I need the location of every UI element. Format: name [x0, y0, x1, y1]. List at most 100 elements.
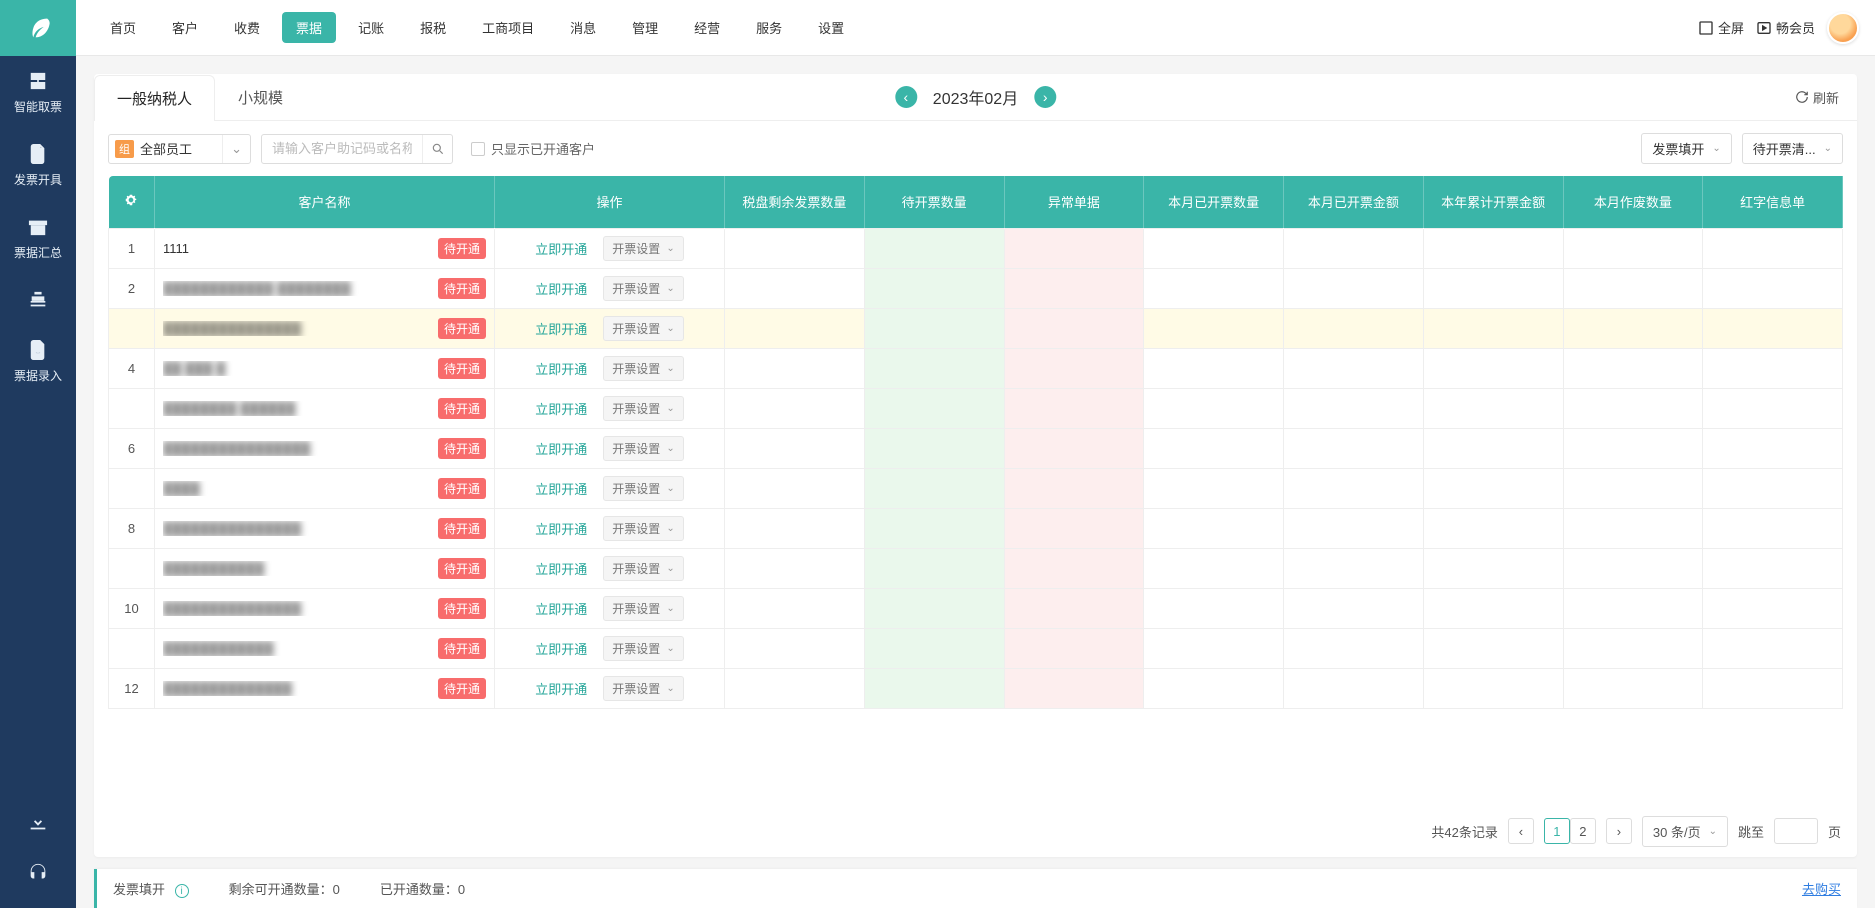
row-index: 6 [109, 428, 155, 468]
cell [1423, 548, 1563, 588]
nav-item[interactable]: 票据 [282, 12, 336, 43]
open-now-link[interactable]: 立即开通 [535, 399, 587, 418]
employee-select[interactable]: 组 全部员工 ⌄ [108, 134, 251, 164]
gear-icon[interactable] [124, 193, 138, 207]
refresh-button[interactable]: 刷新 [1777, 76, 1857, 119]
tab[interactable]: 一般纳税人 [94, 75, 215, 121]
table-row[interactable]: ████████ ██████待开通立即开通开票设置 ⌄ [109, 388, 1843, 428]
table-row[interactable]: 2████████████ ████████待开通立即开通开票设置 ⌄ [109, 268, 1843, 308]
sidebar-download[interactable] [0, 798, 76, 848]
cell [1284, 588, 1424, 628]
name-cell: ████████████待开通 [155, 628, 495, 668]
avatar[interactable] [1827, 12, 1859, 44]
nav-item[interactable]: 首页 [96, 12, 150, 43]
cell [1563, 668, 1703, 708]
open-now-link[interactable]: 立即开通 [535, 359, 587, 378]
sidebar-item[interactable]: 票据汇总 [0, 202, 76, 275]
sidebar-support[interactable] [0, 848, 76, 898]
info-icon[interactable]: i [175, 884, 189, 898]
table-row[interactable]: ███████████████待开通立即开通开票设置 ⌄ [109, 308, 1843, 348]
invoice-settings-dropdown[interactable]: 开票设置 ⌄ [603, 636, 683, 661]
table-row[interactable]: ████████████待开通 立即开通开票设置 ⌄ [109, 628, 1843, 668]
only-opened-checkbox[interactable]: 只显示已开通客户 [471, 139, 595, 158]
pager-page[interactable]: 2 [1570, 818, 1596, 844]
sidebar-item[interactable] [0, 275, 76, 325]
invoice-settings-dropdown[interactable]: 开票设置 ⌄ [603, 236, 683, 261]
open-now-link[interactable]: 立即开通 [535, 559, 587, 578]
buy-link[interactable]: 去购买 [1802, 879, 1841, 898]
sidebar-main: 智能取票发票开具票据汇总票据录入 [0, 56, 76, 798]
pager-page[interactable]: 1 [1544, 818, 1570, 844]
sidebar-item[interactable]: 智能取票 [0, 56, 76, 129]
logo[interactable] [0, 0, 76, 56]
filter-row: 组 全部员工 ⌄ 只显示已开通客户 [94, 121, 1857, 176]
table-row[interactable]: 8███████████████待开通立即开通开票设置 ⌄ [109, 508, 1843, 548]
open-now-link[interactable]: 立即开通 [535, 319, 587, 338]
cell [1004, 308, 1144, 348]
search-input[interactable] [262, 141, 422, 156]
nav-item[interactable]: 消息 [556, 12, 610, 43]
open-now-link[interactable]: 立即开通 [535, 599, 587, 618]
invoice-settings-dropdown[interactable]: 开票设置 ⌄ [603, 476, 683, 501]
cell [864, 268, 1004, 308]
cell [1563, 268, 1703, 308]
cell [1284, 508, 1424, 548]
table-row[interactable]: 10███████████████待开通立即开通开票设置 ⌄ [109, 588, 1843, 628]
tab[interactable]: 小规模 [215, 74, 306, 120]
column-header: 本月作废数量 [1563, 176, 1703, 228]
nav-item[interactable]: 设置 [804, 12, 858, 43]
invoice-settings-dropdown[interactable]: 开票设置 ⌄ [603, 516, 683, 541]
nav-item[interactable]: 工商项目 [468, 12, 548, 43]
invoice-settings-dropdown[interactable]: 开票设置 ⌄ [603, 396, 683, 421]
sidebar-item-label: 智能取票 [14, 98, 62, 115]
sidebar-item[interactable]: 发票开具 [0, 129, 76, 202]
table-wrap[interactable]: 客户名称操作税盘剩余发票数量待开票数量异常单据本月已开票数量本月已开票金额本年累… [94, 176, 1857, 806]
table-row[interactable]: 4██ ███ █待开通立即开通开票设置 ⌄ [109, 348, 1843, 388]
sidebar-icon [27, 70, 49, 92]
invoice-settings-dropdown[interactable]: 开票设置 ⌄ [603, 556, 683, 581]
nav-item[interactable]: 记账 [344, 12, 398, 43]
open-now-link[interactable]: 立即开通 [535, 679, 587, 698]
jump-input[interactable] [1774, 818, 1818, 844]
open-now-link[interactable]: 立即开通 [535, 519, 587, 538]
table-row[interactable]: 12██████████████待开通立即开通开票设置 ⌄ [109, 668, 1843, 708]
tabs-row: 一般纳税人小规模 ‹ 2023年02月 › 刷新 [94, 74, 1857, 121]
nav-item[interactable]: 经营 [680, 12, 734, 43]
open-now-link[interactable]: 立即开通 [535, 639, 587, 658]
search-button[interactable] [422, 135, 452, 163]
table-row[interactable]: ████待开通立即开通开票设置 ⌄ [109, 468, 1843, 508]
date-prev-button[interactable]: ‹ [895, 86, 917, 108]
nav-item[interactable]: 管理 [618, 12, 672, 43]
invoice-settings-dropdown[interactable]: 开票设置 ⌄ [603, 276, 683, 301]
status-badge: 待开通 [438, 638, 486, 659]
open-now-link[interactable]: 立即开通 [535, 439, 587, 458]
pending-list-dropdown[interactable]: 待开票清... ⌄ [1742, 133, 1843, 164]
table-row[interactable]: 11111待开通立即开通开票设置 ⌄ [109, 228, 1843, 268]
member-button[interactable]: 畅会员 [1756, 18, 1815, 37]
open-now-link[interactable]: 立即开通 [535, 479, 587, 498]
table-row[interactable]: ███████████待开通立即开通开票设置 ⌄ [109, 548, 1843, 588]
fullscreen-button[interactable]: 全屏 [1698, 18, 1744, 37]
invoice-settings-dropdown[interactable]: 开票设置 ⌄ [603, 596, 683, 621]
invoice-settings-dropdown[interactable]: 开票设置 ⌄ [603, 436, 683, 461]
nav-item[interactable]: 报税 [406, 12, 460, 43]
nav-item[interactable]: 服务 [742, 12, 796, 43]
sidebar-item[interactable]: 票据录入 [0, 325, 76, 398]
cell [725, 588, 865, 628]
nav-item[interactable]: 客户 [158, 12, 212, 43]
pager-next[interactable]: › [1606, 818, 1632, 844]
table-row[interactable]: 6████████████████待开通立即开通开票设置 ⌄ [109, 428, 1843, 468]
per-page-select[interactable]: 30 条/页 ⌄ [1642, 816, 1728, 847]
invoice-settings-dropdown[interactable]: 开票设置 ⌄ [603, 356, 683, 381]
panel: 一般纳税人小规模 ‹ 2023年02月 › 刷新 组 全部员工 [94, 74, 1857, 857]
open-now-link[interactable]: 立即开通 [535, 279, 587, 298]
open-now-link[interactable]: 立即开通 [535, 239, 587, 258]
invoice-settings-dropdown[interactable]: 开票设置 ⌄ [603, 316, 683, 341]
invoice-settings-dropdown[interactable]: 开票设置 ⌄ [603, 676, 683, 701]
invoice-fill-dropdown[interactable]: 发票填开 ⌄ [1641, 133, 1731, 164]
pager-prev[interactable]: ‹ [1508, 818, 1534, 844]
nav-item[interactable]: 收费 [220, 12, 274, 43]
date-next-button[interactable]: › [1034, 86, 1056, 108]
main: 一般纳税人小规模 ‹ 2023年02月 › 刷新 组 全部员工 [76, 56, 1875, 908]
footer-title: 发票填开 i [113, 879, 189, 899]
